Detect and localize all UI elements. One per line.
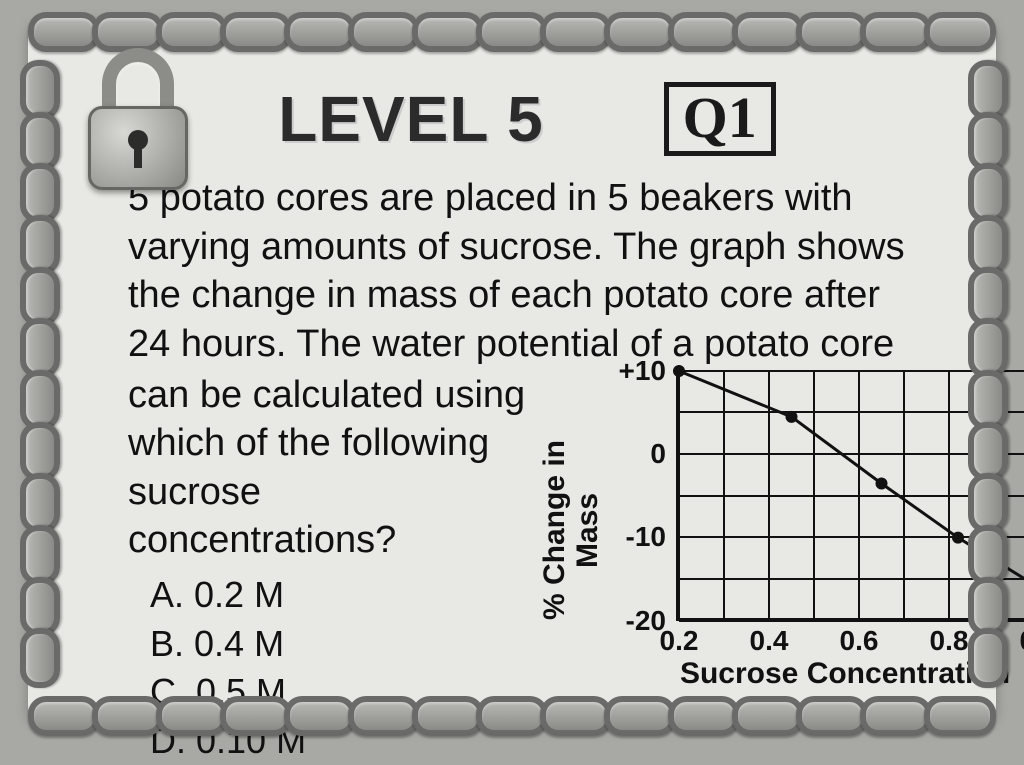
question-left-column: can be calculated using which of the fol… bbox=[128, 371, 528, 765]
chart-xtick: 0.2 bbox=[660, 625, 699, 657]
option-d[interactable]: D. 0.10 M bbox=[150, 717, 528, 765]
question-card: LEVEL 5 Q1 5 potato cores are placed in … bbox=[28, 18, 996, 724]
level-title: LEVEL 5 bbox=[278, 82, 543, 156]
question-text: 5 potato cores are placed in 5 beakers w… bbox=[128, 174, 926, 369]
header-row: LEVEL 5 Q1 bbox=[128, 82, 926, 156]
chart-ytick: -10 bbox=[626, 521, 666, 553]
chart-region: % Change inMass +100-10-200.20.40.60.80.… bbox=[538, 371, 1024, 691]
lower-row: can be calculated using which of the fol… bbox=[128, 371, 926, 765]
option-b[interactable]: B. 0.4 M bbox=[150, 620, 528, 669]
chart-xtick: 0.1 bbox=[1020, 625, 1024, 657]
chart-xtick: 0.4 bbox=[750, 625, 789, 657]
lock-icon bbox=[78, 48, 198, 188]
question-tail: can be calculated using which of the fol… bbox=[128, 371, 528, 566]
chart-xtick: 0.6 bbox=[840, 625, 879, 657]
chart-ytick: 0 bbox=[650, 438, 666, 470]
option-c[interactable]: C. 0.5 M bbox=[150, 668, 528, 717]
chart-y-axis-label: % Change inMass bbox=[538, 440, 604, 620]
option-a[interactable]: A. 0.2 M bbox=[150, 571, 528, 620]
chart-plot-area: +100-10-200.20.40.60.80.1 bbox=[676, 371, 1024, 621]
answer-options: A. 0.2 M B. 0.4 M C. 0.5 M D. 0.10 M bbox=[128, 571, 528, 765]
chart-xtick: 0.8 bbox=[930, 625, 969, 657]
question-number-box: Q1 bbox=[664, 82, 776, 156]
chart-x-axis-label: Sucrose Concentration bbox=[650, 657, 1024, 691]
chart-ytick: +10 bbox=[619, 355, 667, 387]
chart: +100-10-200.20.40.60.80.1 Sucrose Concen… bbox=[610, 371, 1024, 691]
